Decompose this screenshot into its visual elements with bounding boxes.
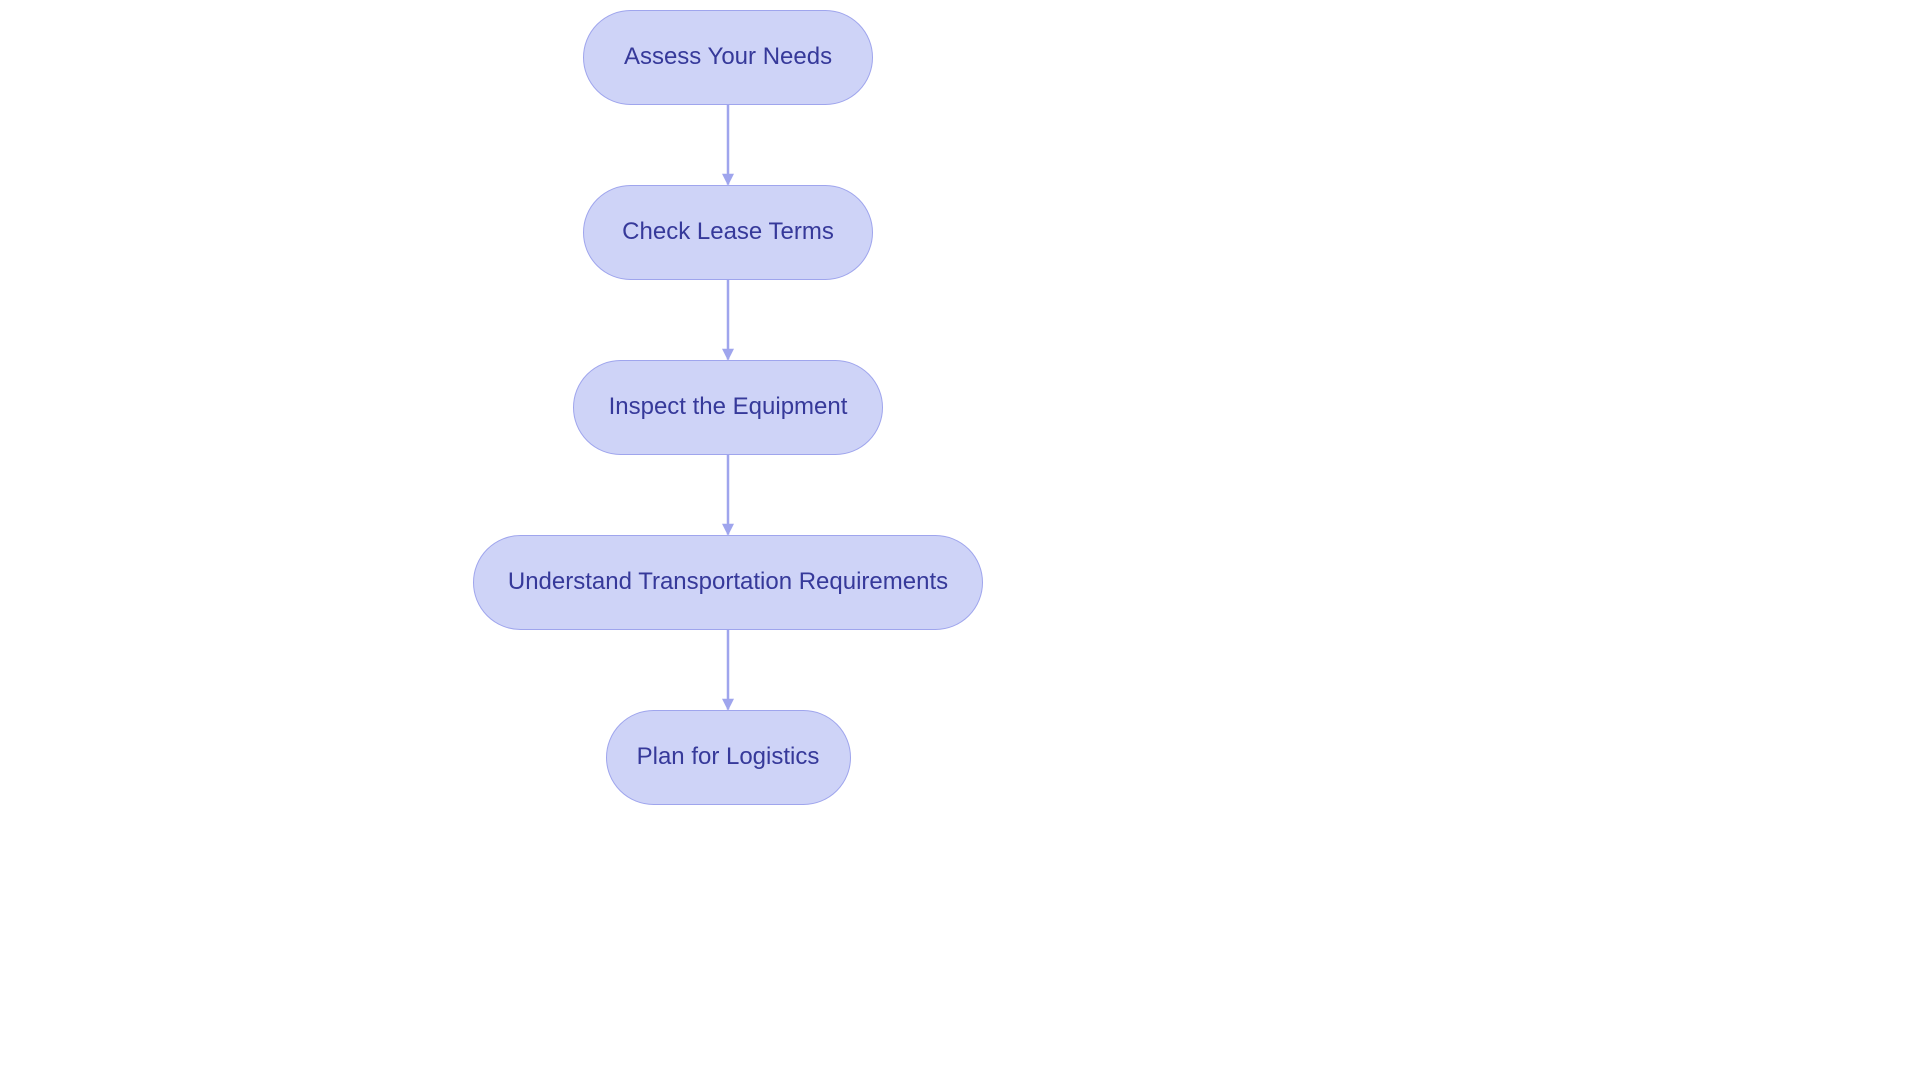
flowchart-node: Understand Transportation Requirements xyxy=(473,535,983,630)
flowchart-node: Assess Your Needs xyxy=(583,10,873,105)
flowchart-node: Inspect the Equipment xyxy=(573,360,883,455)
flowchart-node-label: Understand Transportation Requirements xyxy=(508,568,948,596)
flowchart-node-label: Assess Your Needs xyxy=(624,43,832,71)
flowchart-node: Plan for Logistics xyxy=(606,710,851,805)
flowchart-node: Check Lease Terms xyxy=(583,185,873,280)
flowchart-node-label: Inspect the Equipment xyxy=(609,393,848,421)
flowchart-node-label: Check Lease Terms xyxy=(622,218,834,246)
flowchart-node-label: Plan for Logistics xyxy=(637,743,820,771)
flowchart-canvas: Assess Your Needs Check Lease Terms Inspec… xyxy=(0,0,1920,1083)
